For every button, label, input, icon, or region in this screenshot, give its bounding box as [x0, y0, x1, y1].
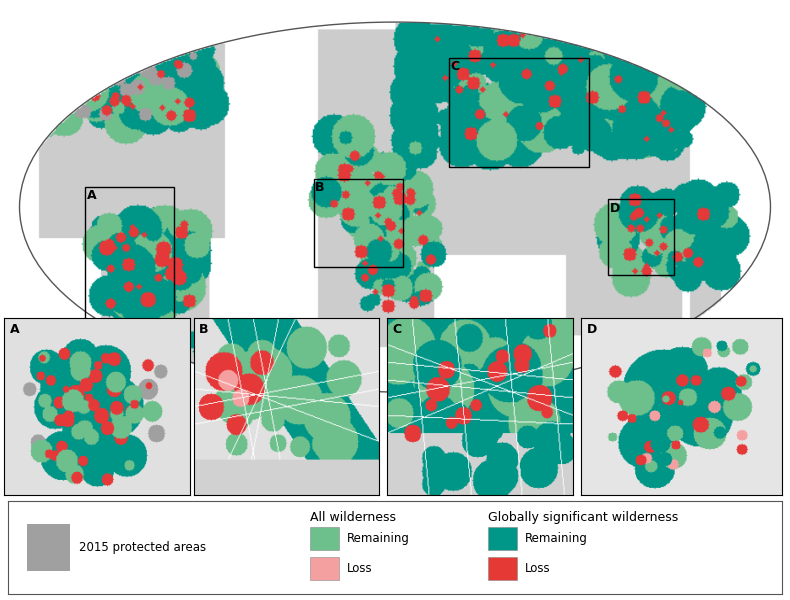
Bar	[488, 557, 517, 580]
Bar	[27, 524, 70, 571]
Text: Globally significant wilderness: Globally significant wilderness	[488, 511, 678, 524]
Text: B: B	[315, 181, 325, 194]
Text: D: D	[587, 323, 597, 337]
Text: Loss: Loss	[347, 562, 373, 575]
Text: A: A	[87, 189, 96, 202]
Text: C: C	[451, 60, 460, 73]
Text: D: D	[609, 202, 619, 215]
Text: C: C	[393, 323, 402, 337]
Bar	[310, 557, 339, 580]
Bar	[310, 527, 339, 550]
Bar	[450, 58, 589, 167]
Bar	[608, 199, 674, 275]
Text: 2015 protected areas: 2015 protected areas	[79, 541, 206, 554]
Text: B: B	[199, 323, 209, 337]
Text: Remaining: Remaining	[525, 532, 588, 545]
Bar	[488, 527, 517, 550]
Bar	[85, 187, 175, 320]
Text: Remaining: Remaining	[347, 532, 410, 545]
Bar	[314, 179, 403, 268]
Text: All wilderness: All wilderness	[310, 511, 396, 524]
Text: A: A	[9, 323, 19, 337]
Text: Loss: Loss	[525, 562, 551, 575]
